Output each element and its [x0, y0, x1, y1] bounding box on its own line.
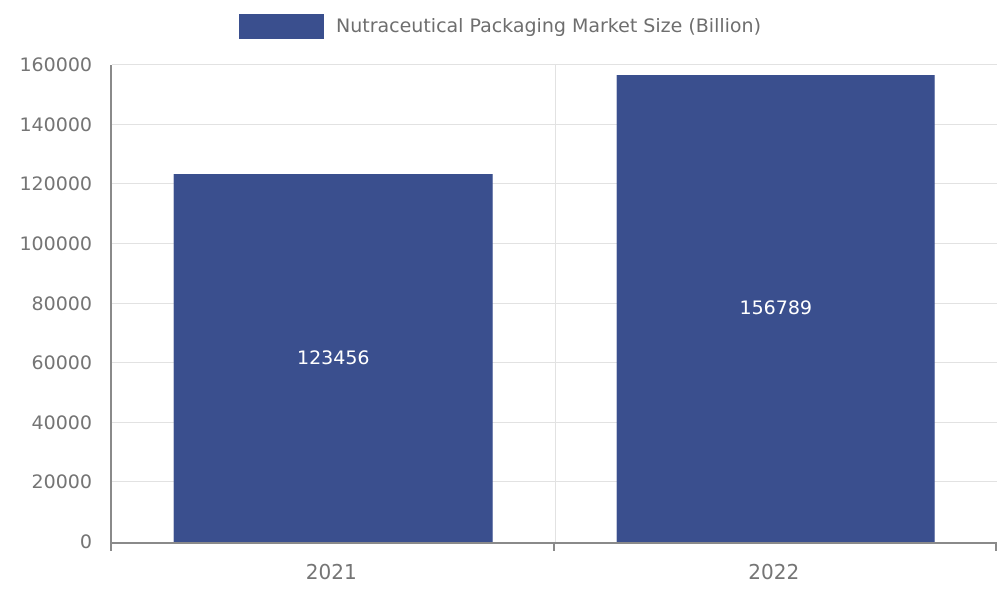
x-tick-mark [110, 544, 112, 551]
y-axis: 0 20000 40000 60000 80000 100000 120000 140000 1… [0, 54, 100, 553]
x-tick-label: 2022 [748, 560, 800, 584]
y-tick-label: 40000 [31, 411, 92, 434]
y-tick-label: 160000 [19, 54, 92, 76]
y-tick-label: 20000 [31, 471, 92, 494]
x-tick-label: 2021 [305, 560, 357, 584]
bar-value-label: 123456 [296, 346, 370, 369]
legend-swatch [239, 14, 324, 39]
chart-legend: Nutraceutical Packaging Market Size (Bil… [0, 14, 1000, 39]
y-tick-label: 80000 [31, 292, 92, 315]
y-tick-label: 60000 [31, 352, 92, 375]
x-tick-mark [552, 544, 555, 551]
x-tick-mark [995, 544, 997, 551]
y-tick-label: 140000 [19, 113, 92, 136]
bar-2021: 123456 [173, 173, 493, 542]
gridline-vertical [554, 65, 556, 542]
chart-title: Nutraceutical Packaging Market Size (Bil… [336, 15, 761, 37]
bar-value-label: 156789 [739, 297, 813, 320]
category-cell: 156789 [555, 65, 998, 542]
y-tick-label: 100000 [19, 232, 92, 255]
y-tick-label: 120000 [19, 173, 92, 196]
gridline-horizontal [112, 64, 997, 65]
plot-area: 123456 156789 [110, 64, 998, 544]
bar-2022: 156789 [616, 74, 936, 542]
y-tick-label: 0 [79, 531, 92, 553]
category-cell: 123456 [112, 65, 555, 542]
x-axis: 2021 2022 [110, 544, 997, 592]
